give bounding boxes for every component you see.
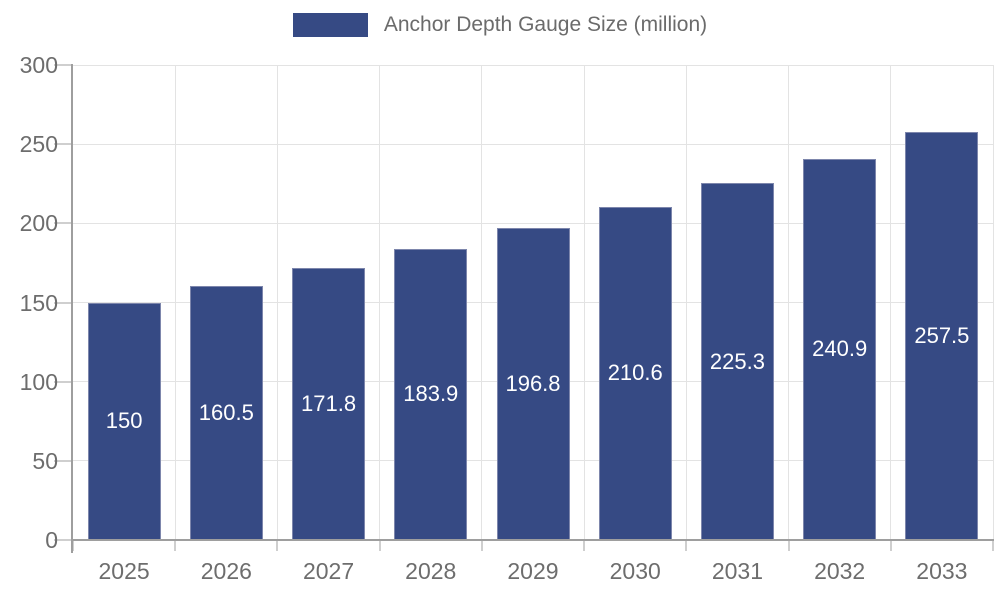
x-gridline — [890, 65, 892, 540]
y-axis-tick-label: 50 — [32, 447, 58, 474]
y-axis-tick-label: 250 — [19, 131, 58, 158]
y-tick-mark — [54, 539, 73, 541]
x-axis-tick-label: 2030 — [609, 558, 661, 584]
x-gridline — [481, 65, 483, 540]
x-tick-mark — [480, 540, 483, 551]
x-tick-mark — [583, 540, 586, 551]
y-tick-mark — [54, 459, 73, 462]
y-axis-tick-label: 0 — [45, 527, 58, 553]
y-axis-tick-label: 150 — [19, 289, 58, 316]
x-axis-line — [71, 539, 994, 541]
bar[interactable] — [189, 285, 263, 540]
bar[interactable] — [496, 228, 570, 540]
x-axis-tick-label: 2026 — [200, 558, 252, 584]
y-tick-mark — [54, 64, 73, 66]
y-tick-mark — [54, 380, 73, 383]
bar-value-label: 183.9 — [403, 381, 459, 407]
bar[interactable] — [700, 183, 774, 540]
x-gridline — [685, 65, 687, 540]
x-tick-mark — [174, 540, 177, 551]
bar-value-label: 257.5 — [914, 323, 970, 349]
bar[interactable] — [87, 302, 161, 540]
y-tick-mark — [54, 143, 73, 146]
bar-value-label: 171.8 — [301, 390, 357, 416]
y-gridline — [73, 64, 993, 66]
x-tick-mark — [72, 540, 74, 551]
bar-value-label: 210.6 — [607, 360, 663, 386]
x-axis-tick-label: 2029 — [507, 558, 559, 584]
x-axis-tick-label: 2027 — [302, 558, 355, 584]
x-gridline — [276, 65, 278, 540]
legend[interactable]: Anchor Depth Gauge Size (million) — [0, 13, 1000, 37]
bar-value-label: 225.3 — [709, 348, 765, 374]
y-axis-tick-label: 100 — [19, 368, 58, 395]
bar[interactable] — [598, 206, 672, 540]
bar-value-label: 150 — [105, 408, 143, 434]
x-axis-tick-label: 2028 — [405, 558, 457, 584]
bar[interactable] — [803, 158, 877, 540]
x-gridline — [788, 65, 790, 540]
x-gridline — [992, 65, 994, 540]
bar-value-label: 240.9 — [812, 336, 868, 362]
x-gridline — [583, 65, 585, 540]
x-tick-mark — [378, 540, 381, 551]
y-axis-tick-label: 300 — [19, 52, 58, 78]
y-axis-tick-label: 200 — [19, 210, 58, 237]
legend-swatch-icon — [292, 13, 368, 37]
bar-value-label: 196.8 — [505, 371, 561, 397]
x-axis-tick-label: 2033 — [916, 558, 968, 584]
x-axis-tick-label: 2031 — [711, 558, 764, 584]
y-gridline — [73, 222, 993, 224]
y-tick-mark — [54, 222, 73, 225]
x-tick-mark — [992, 540, 994, 551]
x-tick-mark — [276, 540, 279, 551]
x-gridline — [379, 65, 381, 540]
bar[interactable] — [905, 132, 979, 540]
y-tick-mark — [54, 301, 73, 304]
x-tick-mark — [685, 540, 688, 551]
x-axis-tick-label: 2032 — [814, 558, 866, 584]
y-gridline — [73, 143, 993, 145]
legend-label: Anchor Depth Gauge Size (million) — [383, 13, 708, 36]
bar-value-label: 160.5 — [198, 399, 254, 425]
y-axis-line — [71, 64, 73, 553]
x-tick-mark — [889, 540, 892, 551]
bar[interactable] — [394, 248, 468, 540]
bar[interactable] — [292, 267, 366, 540]
x-gridline — [174, 65, 176, 540]
x-tick-mark — [787, 540, 790, 551]
x-axis-tick-label: 2025 — [98, 558, 150, 584]
